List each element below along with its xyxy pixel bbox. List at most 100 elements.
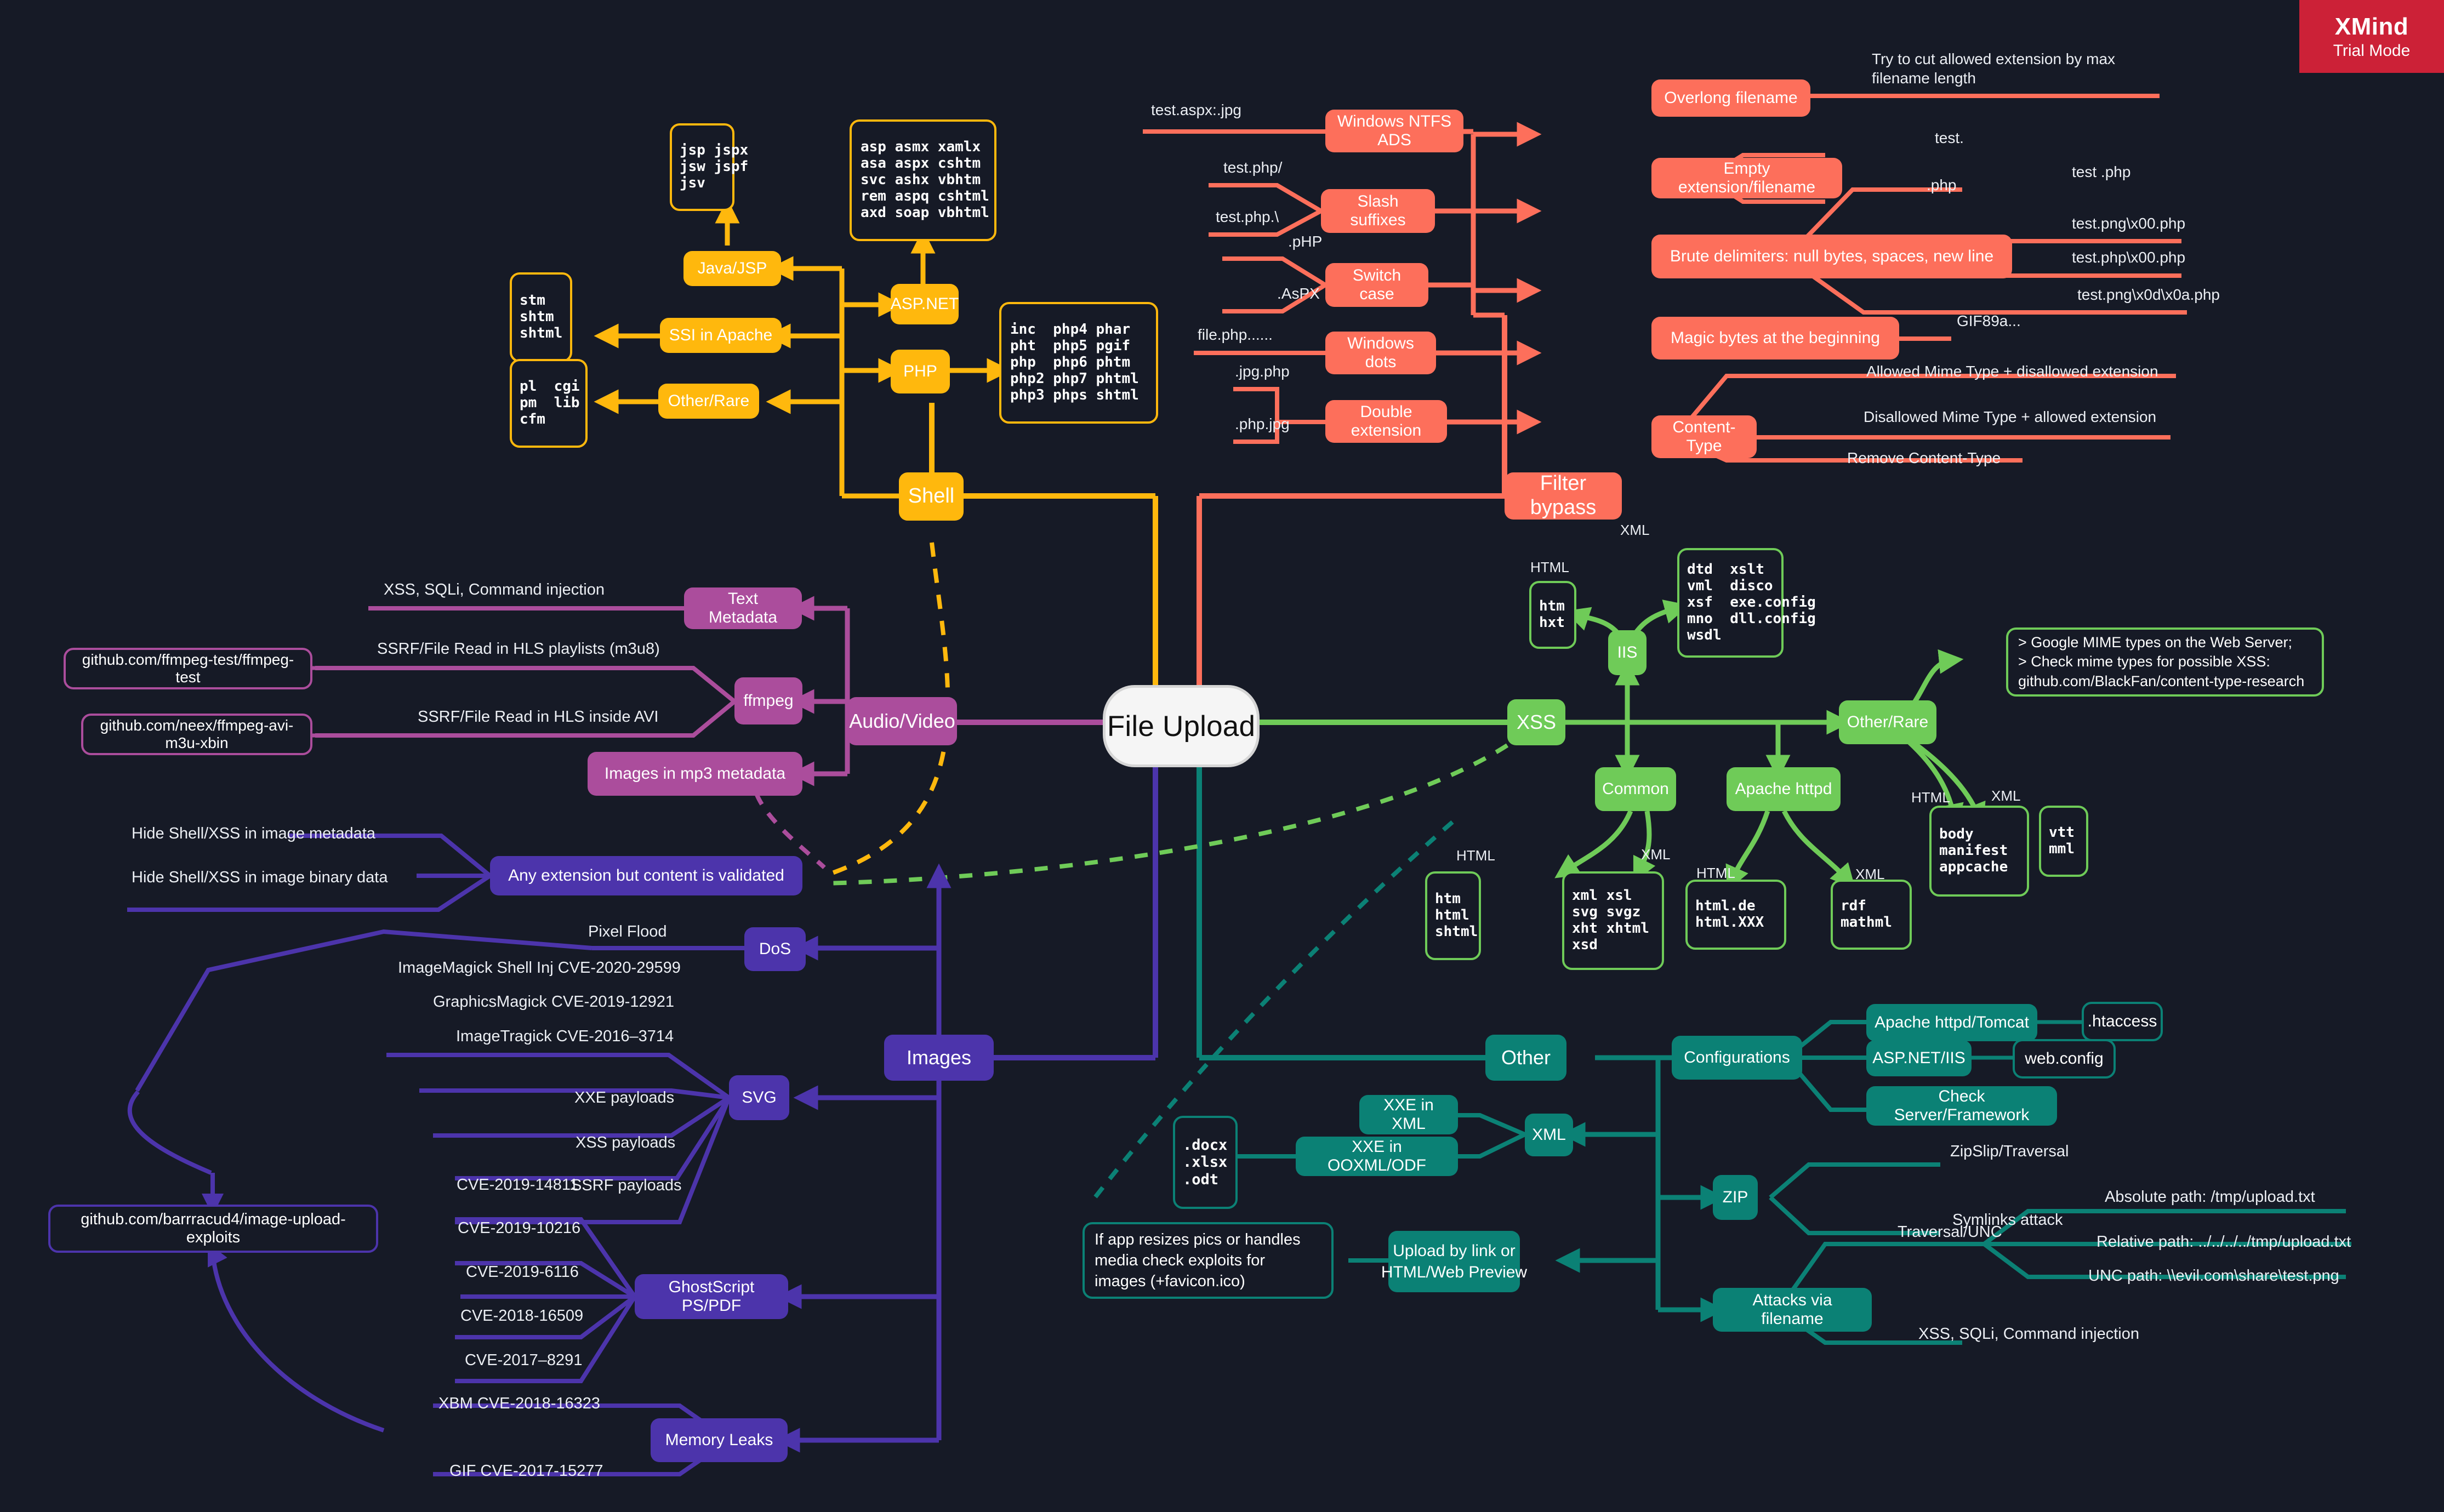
ext-list-other-xml-text: vtt mml xyxy=(2049,824,2075,857)
ext-list-docx-text: .docx .xlsx .odt xyxy=(1183,1137,1228,1188)
topic-content-type[interactable]: Content-Type xyxy=(1651,415,1757,458)
leaf-slash-0: test.php/ xyxy=(1223,159,1283,176)
ext-list-iis-xml: dtd xslt vml disco xsf exe.config mno dl… xyxy=(1677,548,1816,658)
ext-list-other-html: body manifest appcache xyxy=(1929,806,2029,897)
topic-iis[interactable]: IIS xyxy=(1608,630,1647,675)
topic-double-extension[interactable]: Double extension xyxy=(1325,400,1447,443)
leaf-text-metadata-0: XSS, SQLi, Command injection xyxy=(384,581,605,598)
leaf-dos-2: GraphicsMagick CVE-2019-12921 xyxy=(433,993,675,1011)
topic-attacks-filename[interactable]: Attacks via filename xyxy=(1713,1288,1872,1332)
ext-list-other-html-text: body manifest appcache xyxy=(1939,826,2008,875)
topic-images[interactable]: Images xyxy=(884,1035,994,1081)
topic-xss-other-rare[interactable]: Other/Rare xyxy=(1839,700,1936,744)
leaf-brute-3: test.png\x0d\x0a.php xyxy=(2077,286,2220,303)
leaf-svg-2: SSRF payloads xyxy=(571,1177,682,1194)
xmind-title: XMind xyxy=(2334,13,2409,40)
topic-xml[interactable]: XML xyxy=(1525,1114,1573,1156)
central-topic[interactable]: File Upload xyxy=(1103,685,1260,767)
topic-zip[interactable]: ZIP xyxy=(1713,1175,1758,1220)
topic-shell-other-rare[interactable]: Other/Rare xyxy=(658,384,759,419)
ext-list-ssi: stm shtm shtml xyxy=(510,272,572,362)
leaf-content-type-2: Remove Content-Type xyxy=(1847,449,2001,466)
topic-xxe-in-ooxml[interactable]: XXE in OOXML/ODF xyxy=(1296,1137,1458,1176)
ref-image-upload-exploits[interactable]: github.com/barrracud4/image-upload-explo… xyxy=(48,1205,378,1253)
ref-ffmpeg-avi[interactable]: github.com/neex/ffmpeg-avi-m3u-xbin xyxy=(81,714,312,755)
topic-xss-label: XSS xyxy=(1516,711,1557,734)
topic-audio-video[interactable]: Audio/Video xyxy=(847,697,957,745)
topic-memory-leaks[interactable]: Memory Leaks xyxy=(651,1418,788,1462)
topic-windows-dots[interactable]: Windows dots xyxy=(1325,332,1436,374)
topic-ffmpeg-label: ffmpeg xyxy=(743,691,794,710)
leaf-traversal-1: Relative path: ../../../../tmp/upload.tx… xyxy=(2097,1233,2351,1251)
topic-overlong-filename-label: Overlong filename xyxy=(1664,88,1798,107)
topic-overlong-filename[interactable]: Overlong filename xyxy=(1651,79,1810,117)
topic-apache-tomcat[interactable]: Apache httpd/Tomcat xyxy=(1866,1004,2037,1041)
topic-xss[interactable]: XSS xyxy=(1507,699,1565,745)
leaf-dos-0: Pixel Flood xyxy=(588,923,667,940)
topic-zip-label: ZIP xyxy=(1722,1188,1748,1206)
ext-list-other: pl cgi pm lib cfm xyxy=(510,359,588,448)
group-label-html-apache: HTML xyxy=(1696,865,1735,881)
ref-ffmpeg-test[interactable]: github.com/ffmpeg-test/ffmpeg-test xyxy=(64,648,312,689)
leaf-ffmpeg-1: SSRF/File Read in HLS inside AVI xyxy=(418,708,659,726)
topic-ghostscript-label: GhostScript PS/PDF xyxy=(668,1277,755,1315)
topic-aspnet-iis[interactable]: ASP.NET/IIS xyxy=(1866,1040,1972,1076)
topic-filter-bypass[interactable]: Filter bypass xyxy=(1505,472,1622,520)
topic-dos[interactable]: DoS xyxy=(744,927,806,971)
topic-aspnet[interactable]: ASP.NET xyxy=(891,284,959,324)
topic-shell-label: Shell xyxy=(908,484,955,508)
topic-apache-tomcat-label: Apache httpd/Tomcat xyxy=(1875,1013,2029,1031)
note-resize-images: If app resizes pics or handles media che… xyxy=(1083,1222,1334,1299)
topic-text-metadata[interactable]: Text Metadata xyxy=(684,587,802,629)
group-label-html-iis: HTML xyxy=(1530,559,1569,575)
topic-common-label: Common xyxy=(1602,779,1669,798)
topic-configurations-label: Configurations xyxy=(1684,1048,1790,1066)
topic-aspnet-iis-label: ASP.NET/IIS xyxy=(1872,1048,1966,1067)
topic-windows-dots-label: Windows dots xyxy=(1347,334,1414,372)
topic-check-server[interactable]: Check Server/Framework xyxy=(1866,1086,2057,1126)
leaf-overlong-0: Try to cut allowed extension by max file… xyxy=(1872,50,2116,87)
leaf-attacks-0: Traversal/UNC xyxy=(1898,1223,2002,1241)
leaf-ffmpeg-0: SSRF/File Read in HLS playlists (m3u8) xyxy=(377,640,660,658)
topic-svg[interactable]: SVG xyxy=(729,1075,789,1120)
topic-php-label: PHP xyxy=(903,362,937,380)
topic-xxe-in-ooxml-label: XXE in OOXML/ODF xyxy=(1327,1137,1426,1175)
topic-ssi-apache[interactable]: SSI in Apache xyxy=(660,318,782,353)
topic-other[interactable]: Other xyxy=(1485,1035,1566,1081)
topic-upload-by-link[interactable]: Upload by link or HTML/Web Preview xyxy=(1381,1231,1527,1292)
leaf-empty-ext-0: test. xyxy=(1935,129,1964,146)
topic-xss-other-rare-label: Other/Rare xyxy=(1847,712,1929,731)
topic-java-jsp[interactable]: Java/JSP xyxy=(683,251,781,286)
topic-magic-bytes-label: Magic bytes at the beginning xyxy=(1671,328,1880,347)
topic-ntfs-ads[interactable]: Windows NTFS ADS xyxy=(1325,110,1463,152)
leaf-brute-2: test.php\x00.php xyxy=(2072,249,2186,266)
topic-ssi-apache-label: SSI in Apache xyxy=(669,326,773,344)
topic-text-metadata-label: Text Metadata xyxy=(708,589,778,627)
topic-common[interactable]: Common xyxy=(1595,767,1676,811)
topic-ffmpeg[interactable]: ffmpeg xyxy=(734,677,802,724)
leaf-brute-1: test.png\x00.php xyxy=(2072,215,2186,232)
ext-list-ssi-text: stm shtm shtml xyxy=(520,292,563,341)
topic-switch-case[interactable]: Switch case xyxy=(1325,263,1428,307)
leaf-validated-1: Hide Shell/XSS in image binary data xyxy=(132,869,388,886)
topic-empty-extension[interactable]: Empty extension/filename xyxy=(1651,158,1842,198)
topic-other-label: Other xyxy=(1501,1046,1551,1069)
topic-xxe-in-xml[interactable]: XXE in XML xyxy=(1359,1095,1458,1134)
topic-slash-suffixes[interactable]: Slash suffixes xyxy=(1321,189,1435,233)
ref-ffmpeg-test-text: github.com/ffmpeg-test/ffmpeg-test xyxy=(82,651,294,686)
leaf-double-ext-1: .php.jpg xyxy=(1235,415,1290,432)
topic-magic-bytes[interactable]: Magic bytes at the beginning xyxy=(1651,317,1899,360)
leaf-ntfs-ads-0: test.aspx:.jpg xyxy=(1151,101,1241,118)
leaf-svg-0: XXE payloads xyxy=(574,1089,675,1106)
topic-configurations[interactable]: Configurations xyxy=(1672,1036,1802,1080)
leaf-traversal-2: UNC path: \\evil.com\share\test.png xyxy=(2088,1267,2339,1285)
topic-images-mp3[interactable]: Images in mp3 metadata xyxy=(588,752,802,796)
topic-ghostscript[interactable]: GhostScript PS/PDF xyxy=(635,1274,788,1319)
topic-php[interactable]: PHP xyxy=(891,350,950,393)
leaf-windows-dots-0: file.php...... xyxy=(1198,326,1273,343)
topic-brute-delimiters[interactable]: Brute delimiters: null bytes, spaces, ne… xyxy=(1651,235,2012,278)
topic-any-extension-validated[interactable]: Any extension but content is validated xyxy=(490,856,802,895)
topic-shell[interactable]: Shell xyxy=(899,472,964,521)
ref-htaccess: .htaccess xyxy=(2082,1002,2163,1041)
topic-apache-httpd[interactable]: Apache httpd xyxy=(1727,767,1841,811)
